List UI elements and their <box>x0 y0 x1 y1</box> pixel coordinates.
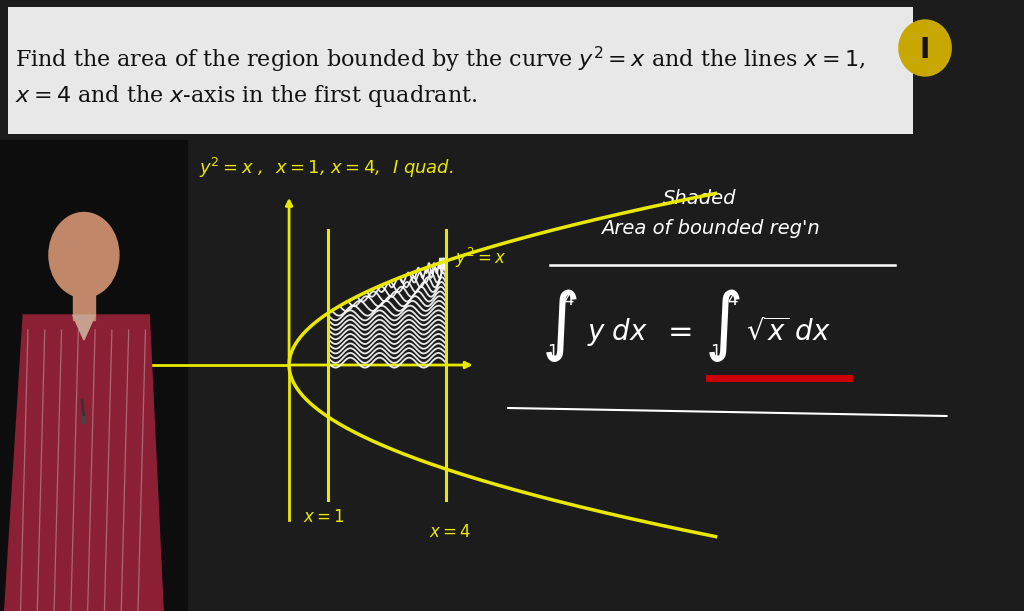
Text: 4: 4 <box>563 291 574 309</box>
Circle shape <box>899 20 951 76</box>
Text: $y\;dx$: $y\;dx$ <box>588 316 648 348</box>
Text: =: = <box>668 318 693 346</box>
Text: $\int$: $\int$ <box>542 287 578 364</box>
Text: $y^2=x$: $y^2=x$ <box>455 246 507 271</box>
Text: $x = 4$ and the $x$-axis in the first quadrant.: $x = 4$ and the $x$-axis in the first qu… <box>15 83 477 109</box>
Text: 4: 4 <box>727 291 737 309</box>
Text: Shaded: Shaded <box>663 189 736 208</box>
Bar <box>0 140 186 611</box>
Polygon shape <box>5 315 163 611</box>
Text: 1: 1 <box>710 343 721 361</box>
Ellipse shape <box>49 213 119 298</box>
Text: Find the area of the region bounded by the curve $y^2 = x$ and the lines $x = 1$: Find the area of the region bounded by t… <box>15 45 865 75</box>
Text: $\int$: $\int$ <box>705 287 741 364</box>
Text: 1: 1 <box>547 343 557 361</box>
Polygon shape <box>73 315 95 340</box>
FancyBboxPatch shape <box>8 7 913 134</box>
Text: $x=4$: $x=4$ <box>429 523 471 541</box>
Bar <box>73 290 95 320</box>
Text: I: I <box>920 36 930 64</box>
Text: Area of bounded reg'n: Area of bounded reg'n <box>601 219 820 238</box>
Text: $x=1$: $x=1$ <box>303 508 344 526</box>
Text: $\sqrt{x}\;dx$: $\sqrt{x}\;dx$ <box>746 318 830 346</box>
Text: $y^2=x$ ,  $x=1$, $x=4$,  I quad.: $y^2=x$ , $x=1$, $x=4$, I quad. <box>199 156 454 180</box>
